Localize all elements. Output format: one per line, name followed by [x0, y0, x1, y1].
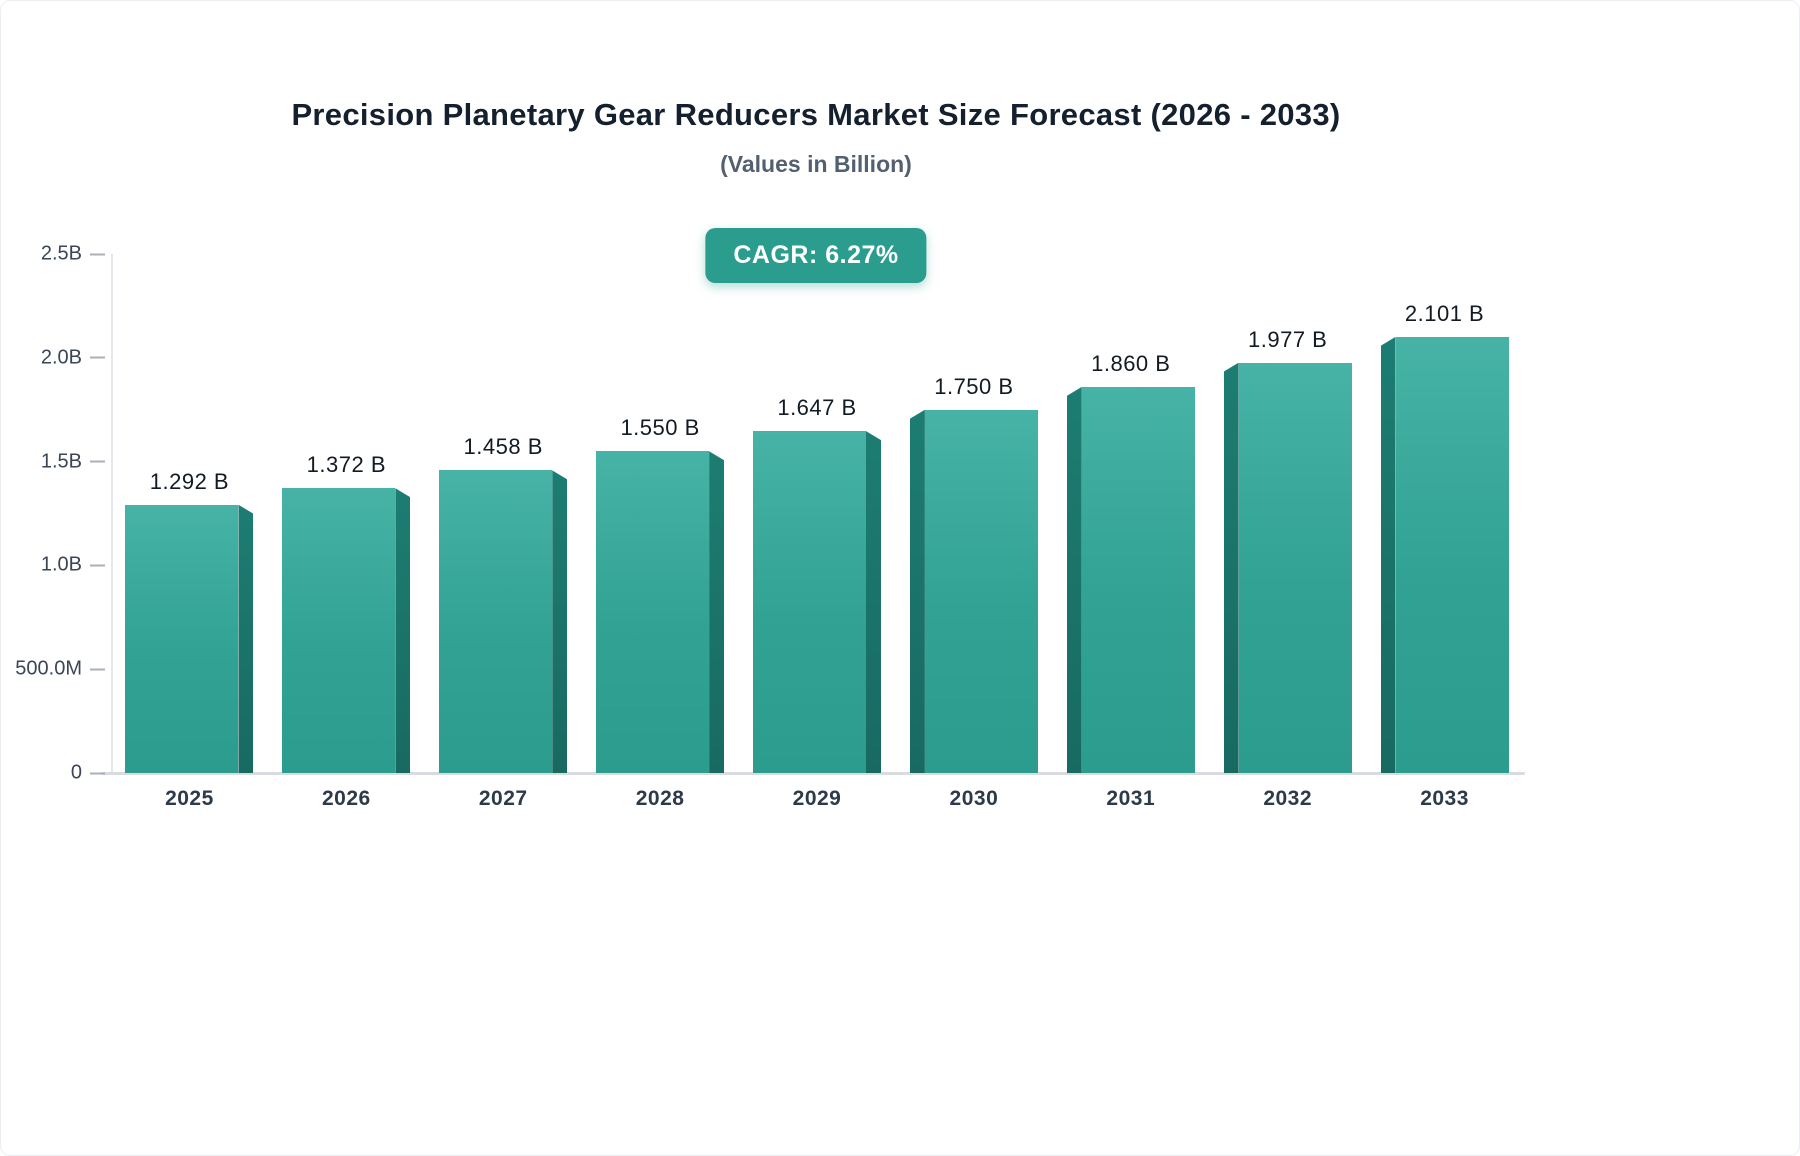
bar-value-label: 2.101 B	[1404, 300, 1485, 326]
y-axis: 2.5B 2.0B 1.5B 1.0B 500.0M 0	[1, 243, 105, 784]
bar-group: 1.647 B	[739, 254, 896, 773]
bar-side	[552, 470, 568, 773]
bar-group: 1.977 B	[1209, 254, 1366, 773]
bar: 1.860 B	[1066, 351, 1195, 773]
bar-side	[395, 488, 411, 773]
bar-face	[924, 409, 1038, 773]
y-tick: 1.0B	[41, 554, 105, 577]
bar-value-label: 1.550 B	[620, 415, 700, 441]
y-tick: 500.0M	[15, 658, 105, 681]
bar-side	[1380, 336, 1396, 773]
bar-face	[753, 431, 866, 773]
bar: 1.292 B	[125, 469, 254, 773]
x-tick-label: 2032	[1263, 787, 1313, 810]
y-tick: 1.5B	[41, 450, 105, 473]
y-tick-mark	[90, 772, 105, 774]
bar: 2.101 B	[1380, 301, 1509, 773]
chart-card: Precision Planetary Gear Reducers Market…	[1, 1, 1631, 1155]
bar-group: 1.860 B	[1052, 254, 1209, 773]
x-tick-label: 2027	[478, 787, 528, 810]
bar-group: 1.292 B	[111, 254, 268, 773]
y-axis-line	[111, 254, 113, 775]
y-tick-mark	[90, 668, 105, 671]
x-tick-label: 2030	[949, 787, 999, 810]
bar: 1.550 B	[596, 415, 725, 773]
chart-subtitle: (Values in Billion)	[720, 151, 912, 177]
bar-value-label: 1.977 B	[1248, 326, 1328, 352]
y-tick-mark	[90, 564, 105, 567]
x-tick-label: 2033	[1420, 787, 1469, 810]
y-tick-mark	[90, 460, 105, 463]
bar-face	[439, 470, 553, 773]
x-axis: 2025 2026 2027 2028 2029 2030 2031 2032 2033	[111, 787, 1523, 811]
bar-group: 2.101 B	[1366, 254, 1523, 773]
bar-value-label: 1.750 B	[934, 373, 1014, 399]
bar: 1.977 B	[1223, 327, 1352, 773]
bar-group: 1.750 B	[895, 254, 1052, 773]
y-tick-mark	[90, 253, 105, 255]
bar-side	[909, 409, 925, 773]
y-tick-mark	[90, 356, 105, 359]
bar-value-label: 1.372 B	[306, 452, 386, 478]
bar-face	[596, 451, 710, 773]
bar-face	[125, 504, 239, 773]
bar-face	[282, 488, 396, 773]
x-tick-label: 2029	[792, 787, 842, 810]
x-tick-label: 2026	[321, 787, 371, 810]
x-tick-label: 2028	[635, 787, 685, 810]
bar: 1.750 B	[909, 374, 1038, 773]
x-tick-label: 2031	[1106, 787, 1156, 810]
y-tick-label: 1.0B	[40, 553, 82, 576]
bar-value-label: 1.647 B	[777, 395, 857, 421]
bar-group: 1.458 B	[425, 254, 582, 773]
bar-face	[1238, 362, 1352, 773]
bar: 1.372 B	[282, 452, 411, 773]
cagr-badge: CAGR: 6.27%	[705, 228, 927, 283]
bar-face	[1395, 336, 1509, 773]
y-tick-label: 2.5B	[40, 242, 82, 265]
bar: 1.458 B	[439, 434, 568, 773]
y-tick-label: 0	[70, 761, 82, 784]
bar-value-label: 1.860 B	[1091, 350, 1171, 376]
y-tick: 2.0B	[41, 346, 105, 369]
bar-face	[1081, 386, 1195, 773]
bar-group: 1.372 B	[268, 254, 425, 773]
y-tick-label: 1.5B	[40, 450, 82, 473]
chart-title: Precision Planetary Gear Reducers Market…	[291, 97, 1341, 132]
y-tick: 2.5B	[41, 243, 105, 266]
y-tick-label: 500.0M	[15, 657, 82, 680]
bar-side	[1223, 362, 1239, 773]
bar: 1.647 B	[753, 395, 881, 773]
bar-side	[709, 451, 725, 773]
bar-side	[238, 504, 254, 773]
bar-value-label: 1.292 B	[149, 468, 230, 494]
bar-group: 1.550 B	[582, 254, 739, 773]
bar-side	[866, 431, 881, 773]
x-tick-label: 2025	[165, 787, 214, 810]
bar-value-label: 1.458 B	[463, 434, 543, 460]
bar-side	[1066, 386, 1082, 773]
y-tick: 0	[71, 762, 105, 785]
y-tick-label: 2.0B	[40, 346, 82, 369]
x-axis-line	[101, 772, 1525, 775]
bars: 1.292 B 1.372 B 1.458 B 1.550 B 1.647 B 1.750…	[111, 254, 1523, 773]
